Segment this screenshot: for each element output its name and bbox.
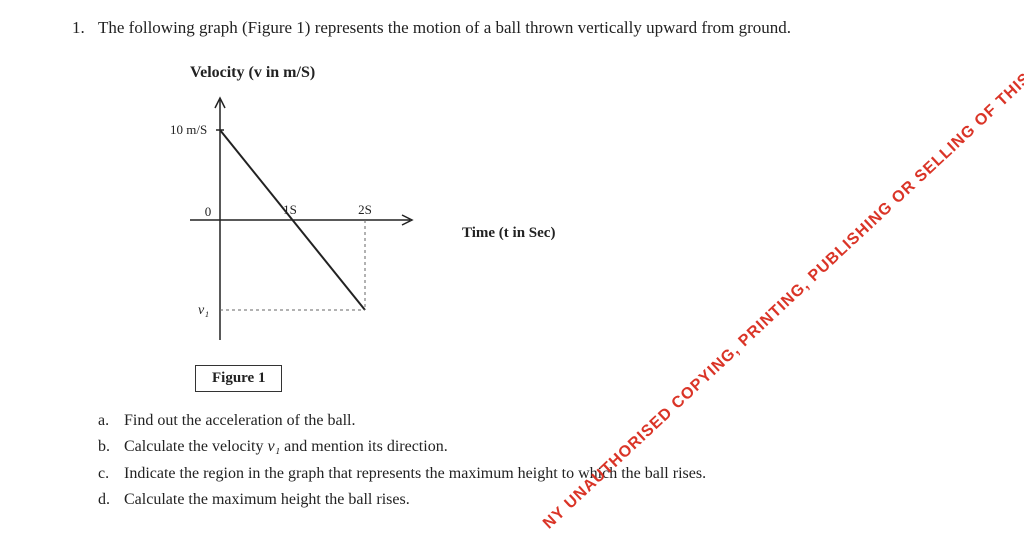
y-max-label: 10 m/S (170, 122, 207, 137)
option-a: a. Find out the acceleration of the ball… (98, 408, 706, 434)
option-text: Calculate the velocity (124, 438, 268, 455)
x-axis-title: Time (t in Sec) (462, 225, 555, 242)
option-letter: d. (98, 487, 120, 513)
option-text: Find out the acceleration of the ball. (124, 412, 355, 429)
option-letter: c. (98, 461, 120, 487)
y-min-label: v₁ (198, 303, 209, 318)
page: 1. The following graph (Figure 1) repres… (0, 0, 1024, 539)
option-text: Indicate the region in the graph that re… (124, 465, 514, 482)
option-text: Calculate the maximum height the ball ri… (124, 491, 410, 508)
velocity-time-chart: 1S 2S 0 10 m/S v₁ (150, 90, 430, 350)
option-letter: a. (98, 408, 120, 434)
watermark-text: NY UNAUTHORISED COPYING, PRINTING, PUBLI… (540, 0, 1024, 533)
y-axis-title: Velocity (v in m/S) (190, 64, 315, 82)
x-tick-0: 0 (205, 204, 212, 219)
variable-v1: v₁ (268, 438, 281, 455)
option-letter: b. (98, 434, 120, 460)
figure-label: Figure 1 (195, 365, 282, 392)
question-number: 1. (72, 18, 85, 38)
x-tick-1: 1S (283, 202, 297, 217)
option-d: d. Calculate the maximum height the ball… (98, 487, 706, 513)
x-tick-2: 2S (358, 202, 372, 217)
option-text: and mention its direction. (280, 438, 448, 455)
question-stem: The following graph (Figure 1) represent… (98, 18, 791, 38)
